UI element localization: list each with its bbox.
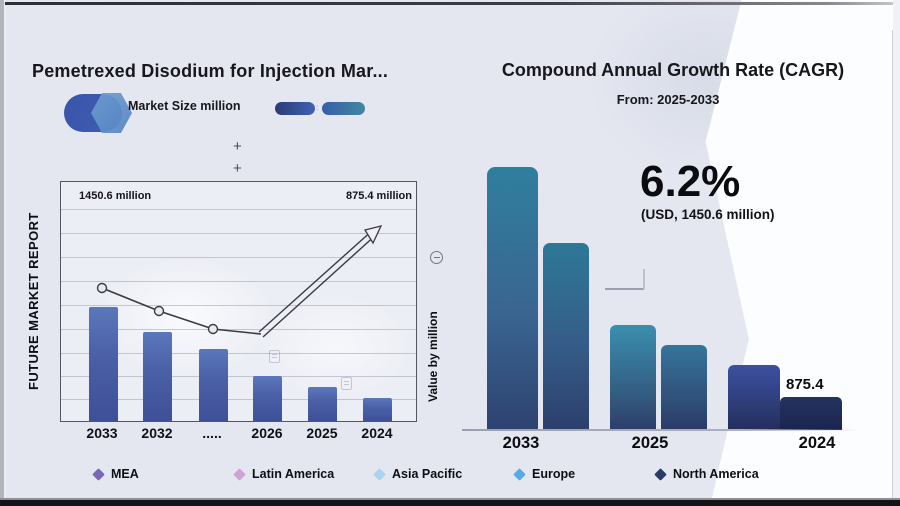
legend-diamond-icon [654, 467, 667, 481]
legend-diamond-icon [513, 467, 526, 481]
bar-middle [199, 349, 228, 421]
value-by-million-label: Value by million [426, 311, 440, 403]
right-chart-axis-line [462, 429, 860, 431]
gridline [61, 281, 416, 282]
legend-item-latin-america: Latin America [233, 466, 335, 482]
window-bottom-bar [0, 500, 900, 506]
plus-icon[interactable]: + [233, 138, 242, 155]
legend-label: North America [673, 467, 759, 481]
cagr-bar-2025-b [661, 345, 707, 430]
cagr-detail: (USD, 1450.6 million) [641, 207, 775, 222]
legend-item-mea: MEA [92, 466, 139, 482]
x-label-2025: 2025 [631, 434, 669, 452]
legend-diamond-icon [233, 467, 246, 481]
legend-label: Europe [532, 467, 576, 481]
gridline [61, 209, 416, 210]
x-label-2024: 2024 [798, 434, 836, 452]
gridline [61, 233, 416, 234]
pill-separator: : [316, 103, 319, 112]
gridline [61, 305, 416, 306]
bar-2032 [143, 332, 172, 421]
legend-item-north-america: North America [654, 466, 759, 482]
window-top-border [5, 2, 900, 5]
bar-2025 [308, 387, 337, 421]
trend-marker [207, 323, 219, 335]
legend-diamond-icon [92, 467, 105, 481]
cagr-bar-2024-b [780, 397, 842, 430]
cagr-bar-2033-a [487, 167, 538, 430]
cagr-bar-2024-a [728, 365, 780, 430]
gridline [61, 329, 416, 330]
legend-diamond-icon [373, 467, 386, 481]
window-left-border-inner [4, 0, 6, 506]
trend-marker [96, 282, 108, 294]
trend-marker [153, 305, 165, 317]
legend-item-europe: Europe [513, 466, 576, 482]
left-chart-title: Pemetrexed Disodium for Injection Mar... [32, 61, 389, 81]
legend-label: Latin America [252, 467, 335, 481]
trend-arrow-shaft [258, 228, 379, 338]
bar-2026 [253, 376, 282, 421]
window-bottom-highlight [0, 498, 900, 500]
x-label-2033: 2033 [502, 434, 540, 452]
window-left-border [0, 0, 4, 506]
watermark-clipboard-icon [269, 350, 280, 363]
x-label-2033: 2033 [86, 425, 118, 441]
gridline [61, 376, 416, 377]
trend-arrow-head-icon [363, 225, 383, 245]
legend-label: MEA [111, 467, 139, 481]
window-right-border [892, 30, 893, 500]
step-line-icon [605, 288, 644, 290]
window-right-band [893, 0, 900, 506]
gridline [61, 257, 416, 258]
legend-item-asia-pacific: Asia Pacific [373, 466, 463, 482]
x-label-2024: 2024 [361, 425, 393, 441]
market-size-chart-panel: 1450.6 million 875.4 million [60, 181, 441, 422]
bar-value-label: 875.4 [786, 376, 824, 393]
cagr-subtitle: From: 2025-2033 [616, 92, 720, 107]
bar-2033 [89, 307, 118, 421]
gridline [61, 353, 416, 354]
left-x-axis: 2033 2032 ..... 2026 2025 2024 [60, 425, 417, 443]
x-label-2025: 2025 [306, 425, 338, 441]
brand-logo [64, 93, 132, 133]
cagr-bar-2033-b [543, 243, 589, 430]
watermark-clipboard-icon [341, 377, 352, 390]
decorative-pill-right [322, 102, 365, 115]
decorative-pill-left [275, 102, 315, 115]
zoom-out-icon[interactable] [430, 251, 443, 264]
plus-icon[interactable]: + [233, 160, 242, 177]
cagr-title: Compound Annual Growth Rate (CAGR) [501, 60, 845, 80]
x-label-2026: 2026 [251, 425, 283, 441]
legend-label: Asia Pacific [392, 467, 463, 481]
step-line-icon-riser [643, 269, 645, 289]
market-size-label: Market Size million [128, 99, 241, 113]
cagr-value: 6.2% [640, 157, 741, 206]
x-label-middle: ..... [202, 425, 222, 441]
left-vertical-axis-label: FUTURE MARKET REPORT [26, 212, 41, 391]
annotation-min-value: 875.4 million [345, 190, 412, 202]
annotation-max-value: 1450.6 million [79, 190, 152, 202]
trend-polyline [101, 287, 262, 335]
gridline [61, 399, 416, 400]
trend-line-layer [96, 225, 383, 338]
x-label-2032: 2032 [141, 425, 173, 441]
bar-2024 [363, 398, 392, 421]
cagr-bar-2025-a [610, 325, 656, 430]
